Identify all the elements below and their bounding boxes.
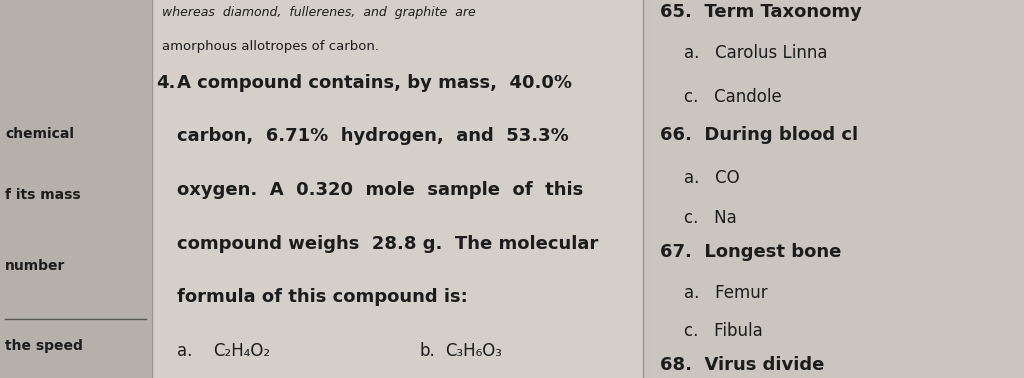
Text: f its mass: f its mass [5,187,81,202]
Text: A compound contains, by mass,  40.0%: A compound contains, by mass, 40.0% [177,74,572,92]
Text: formula of this compound is:: formula of this compound is: [177,288,468,307]
Text: whereas  diamond,  fullerenes,  and  graphite  are: whereas diamond, fullerenes, and graphit… [162,6,475,19]
Text: carbon,  6.71%  hydrogen,  and  53.3%: carbon, 6.71% hydrogen, and 53.3% [177,127,569,146]
Text: c.   Na: c. Na [684,209,737,227]
Text: 4.: 4. [157,74,176,92]
Text: c.   Fibula: c. Fibula [684,322,763,340]
Text: b.: b. [420,342,435,360]
Text: a.   CO: a. CO [684,169,739,187]
Text: chemical: chemical [5,127,74,141]
Text: 66.  During blood cl: 66. During blood cl [660,125,858,144]
Text: C₃H₆O₃: C₃H₆O₃ [445,342,503,360]
Text: number: number [5,259,66,274]
Text: a.   Femur: a. Femur [684,284,768,302]
Text: c.   Candole: c. Candole [684,88,781,106]
Text: the speed: the speed [5,339,83,353]
Text: 67.  Longest bone: 67. Longest bone [660,243,842,261]
Text: oxygen.  A  0.320  mole  sample  of  this: oxygen. A 0.320 mole sample of this [177,181,584,199]
Text: C₂H₄O₂: C₂H₄O₂ [213,342,270,360]
Text: a.   Carolus Linna: a. Carolus Linna [684,44,827,62]
Text: amorphous allotropes of carbon.: amorphous allotropes of carbon. [162,40,379,53]
Text: a.: a. [177,342,193,360]
Text: 68.  Virus divide: 68. Virus divide [660,356,825,374]
Text: 65.  Term Taxonomy: 65. Term Taxonomy [660,3,862,21]
Text: compound weighs  28.8 g.  The molecular: compound weighs 28.8 g. The molecular [177,235,598,253]
